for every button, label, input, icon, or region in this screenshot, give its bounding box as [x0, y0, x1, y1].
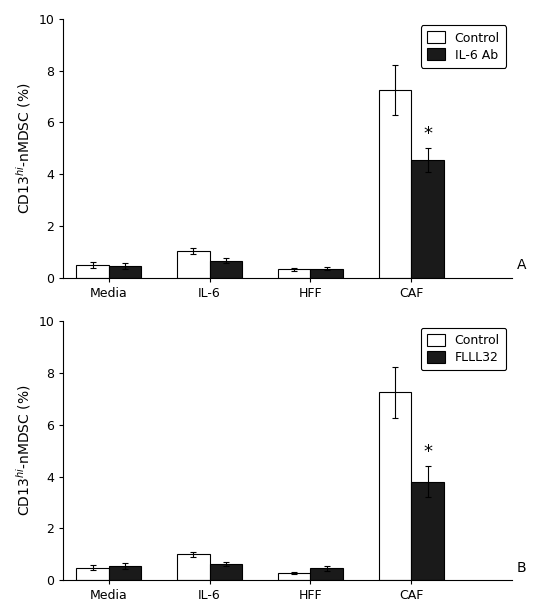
Legend: Control, FLLL32: Control, FLLL32 — [421, 328, 506, 370]
Bar — [411, 160, 444, 278]
Bar — [210, 564, 242, 580]
Bar — [310, 269, 343, 278]
Bar — [278, 573, 310, 580]
Text: *: * — [423, 443, 432, 461]
Bar — [210, 261, 242, 278]
Bar — [379, 90, 411, 278]
Bar — [177, 251, 210, 278]
Bar — [76, 265, 109, 278]
Bar — [310, 569, 343, 580]
Bar — [76, 568, 109, 580]
Text: B: B — [517, 561, 526, 575]
Text: *: * — [423, 125, 432, 143]
Bar — [177, 554, 210, 580]
Legend: Control, IL-6 Ab: Control, IL-6 Ab — [421, 25, 506, 68]
Bar — [411, 482, 444, 580]
Bar — [379, 392, 411, 580]
Y-axis label: CD13$^{hi}$-nMDSC (%): CD13$^{hi}$-nMDSC (%) — [14, 83, 33, 214]
Bar — [278, 269, 310, 278]
Bar — [109, 566, 141, 580]
Bar — [109, 266, 141, 278]
Y-axis label: CD13$^{hi}$-nMDSC (%): CD13$^{hi}$-nMDSC (%) — [14, 385, 33, 516]
Text: A: A — [517, 259, 526, 272]
